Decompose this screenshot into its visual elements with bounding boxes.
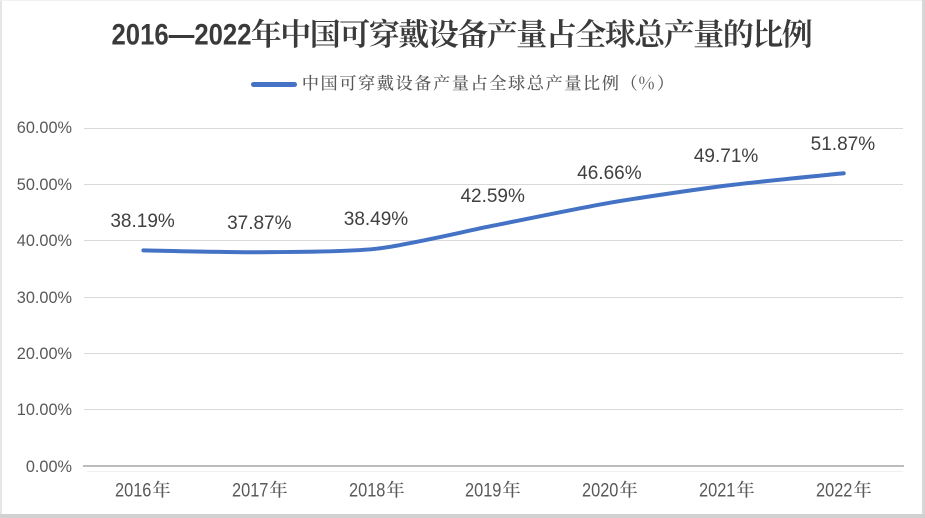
svg-text:2022: 2022 — [816, 480, 852, 501]
svg-text:2016—2022: 2016—2022 — [112, 19, 252, 52]
svg-text:2016: 2016 — [115, 480, 151, 501]
svg-text:2021: 2021 — [699, 480, 735, 501]
svg-text:2018: 2018 — [349, 480, 385, 501]
svg-text:2020: 2020 — [582, 480, 618, 501]
svg-text:2017: 2017 — [232, 480, 268, 501]
svg-text:2019: 2019 — [465, 480, 501, 501]
